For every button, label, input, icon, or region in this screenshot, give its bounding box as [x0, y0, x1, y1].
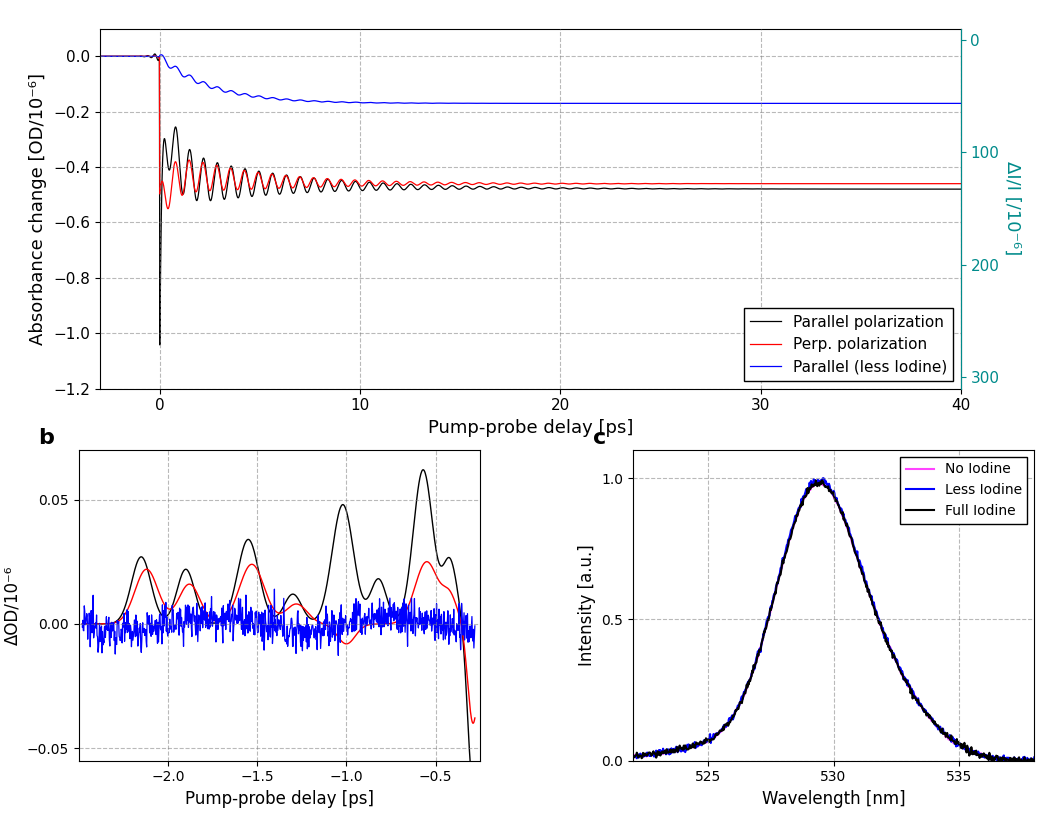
Less Iodine	[720, 719, 733, 729]
Parallel (less Iodine)	[759, 98, 772, 108]
Full Iodine	[810, 475, 822, 485]
Parallel polarization	[954, 184, 967, 194]
Parallel (less Iodine)	[564, 98, 576, 108]
Full Iodine	[987, 756, 1000, 766]
Line: Full Iodine: Full Iodine	[621, 480, 1034, 761]
No Iodine	[614, 753, 627, 763]
Less Iodine	[817, 474, 830, 483]
Text: b: b	[39, 428, 55, 448]
Y-axis label: Absorbance change [OD/10⁻⁶]: Absorbance change [OD/10⁻⁶]	[29, 73, 47, 344]
Perp. polarization	[249, 173, 261, 182]
Full Iodine	[614, 755, 627, 765]
Perp. polarization	[954, 179, 967, 189]
Less Iodine	[891, 656, 904, 666]
Less Iodine	[859, 578, 872, 587]
No Iodine	[687, 739, 699, 749]
X-axis label: Pump-probe delay [ps]: Pump-probe delay [ps]	[185, 790, 374, 808]
Full Iodine	[891, 658, 904, 668]
Y-axis label: ΔI/I [/10⁻⁶]: ΔI/I [/10⁻⁶]	[1004, 161, 1022, 256]
Line: No Iodine: No Iodine	[621, 482, 1034, 761]
Parallel (less Iodine)	[352, 97, 364, 107]
Perp. polarization	[759, 179, 772, 189]
X-axis label: Pump-probe delay [ps]: Pump-probe delay [ps]	[427, 419, 633, 437]
Full Iodine	[859, 577, 872, 587]
Less Iodine	[1028, 753, 1041, 762]
Parallel (less Iodine)	[331, 97, 343, 107]
Less Iodine	[926, 714, 939, 724]
Parallel polarization	[352, 179, 364, 189]
Parallel polarization	[331, 185, 343, 195]
Parallel polarization	[249, 178, 261, 187]
Full Iodine	[801, 483, 814, 493]
No Iodine	[891, 658, 904, 668]
No Iodine	[859, 576, 872, 586]
Parallel polarization	[148, 49, 161, 59]
Perp. polarization	[433, 178, 445, 187]
No Iodine	[1001, 756, 1013, 766]
Parallel polarization	[153, 340, 166, 350]
Less Iodine	[996, 756, 1009, 766]
Less Iodine	[614, 750, 627, 760]
Parallel polarization	[433, 181, 445, 191]
Perp. polarization	[270, 178, 282, 188]
Parallel (less Iodine)	[954, 98, 967, 108]
Line: Less Iodine: Less Iodine	[621, 479, 1034, 761]
Perp. polarization	[148, 51, 161, 61]
Full Iodine	[687, 743, 699, 753]
Y-axis label: Intensity [a.u.]: Intensity [a.u.]	[578, 545, 595, 666]
No Iodine	[720, 719, 733, 729]
Line: Perp. polarization: Perp. polarization	[100, 56, 961, 209]
Less Iodine	[801, 488, 814, 497]
Parallel (less Iodine)	[433, 98, 445, 108]
Line: Parallel polarization: Parallel polarization	[100, 54, 961, 345]
Full Iodine	[926, 717, 939, 726]
Parallel polarization	[93, 52, 106, 61]
Less Iodine	[687, 741, 699, 751]
Legend: Parallel polarization, Perp. polarization, Parallel (less Iodine): Parallel polarization, Perp. polarizatio…	[743, 308, 953, 381]
Perp. polarization	[93, 52, 106, 61]
X-axis label: Wavelength [nm]: Wavelength [nm]	[761, 790, 905, 808]
Full Iodine	[720, 720, 733, 730]
Parallel (less Iodine)	[93, 52, 106, 61]
Text: c: c	[592, 428, 606, 448]
No Iodine	[801, 486, 814, 496]
Perp. polarization	[352, 178, 364, 187]
Full Iodine	[1028, 755, 1041, 765]
No Iodine	[926, 716, 939, 726]
Parallel polarization	[270, 179, 282, 189]
No Iodine	[1028, 756, 1041, 766]
Y-axis label: ΔOD/10⁻⁶: ΔOD/10⁻⁶	[3, 565, 21, 645]
Parallel (less Iodine)	[249, 92, 261, 101]
Legend: No Iodine, Less Iodine, Full Iodine: No Iodine, Less Iodine, Full Iodine	[900, 456, 1027, 524]
No Iodine	[814, 477, 826, 487]
Line: Parallel (less Iodine): Parallel (less Iodine)	[100, 55, 961, 103]
Parallel (less Iodine)	[155, 50, 168, 60]
Parallel (less Iodine)	[270, 93, 282, 103]
Perp. polarization	[162, 204, 174, 213]
Parallel polarization	[759, 184, 772, 194]
Perp. polarization	[331, 179, 343, 189]
